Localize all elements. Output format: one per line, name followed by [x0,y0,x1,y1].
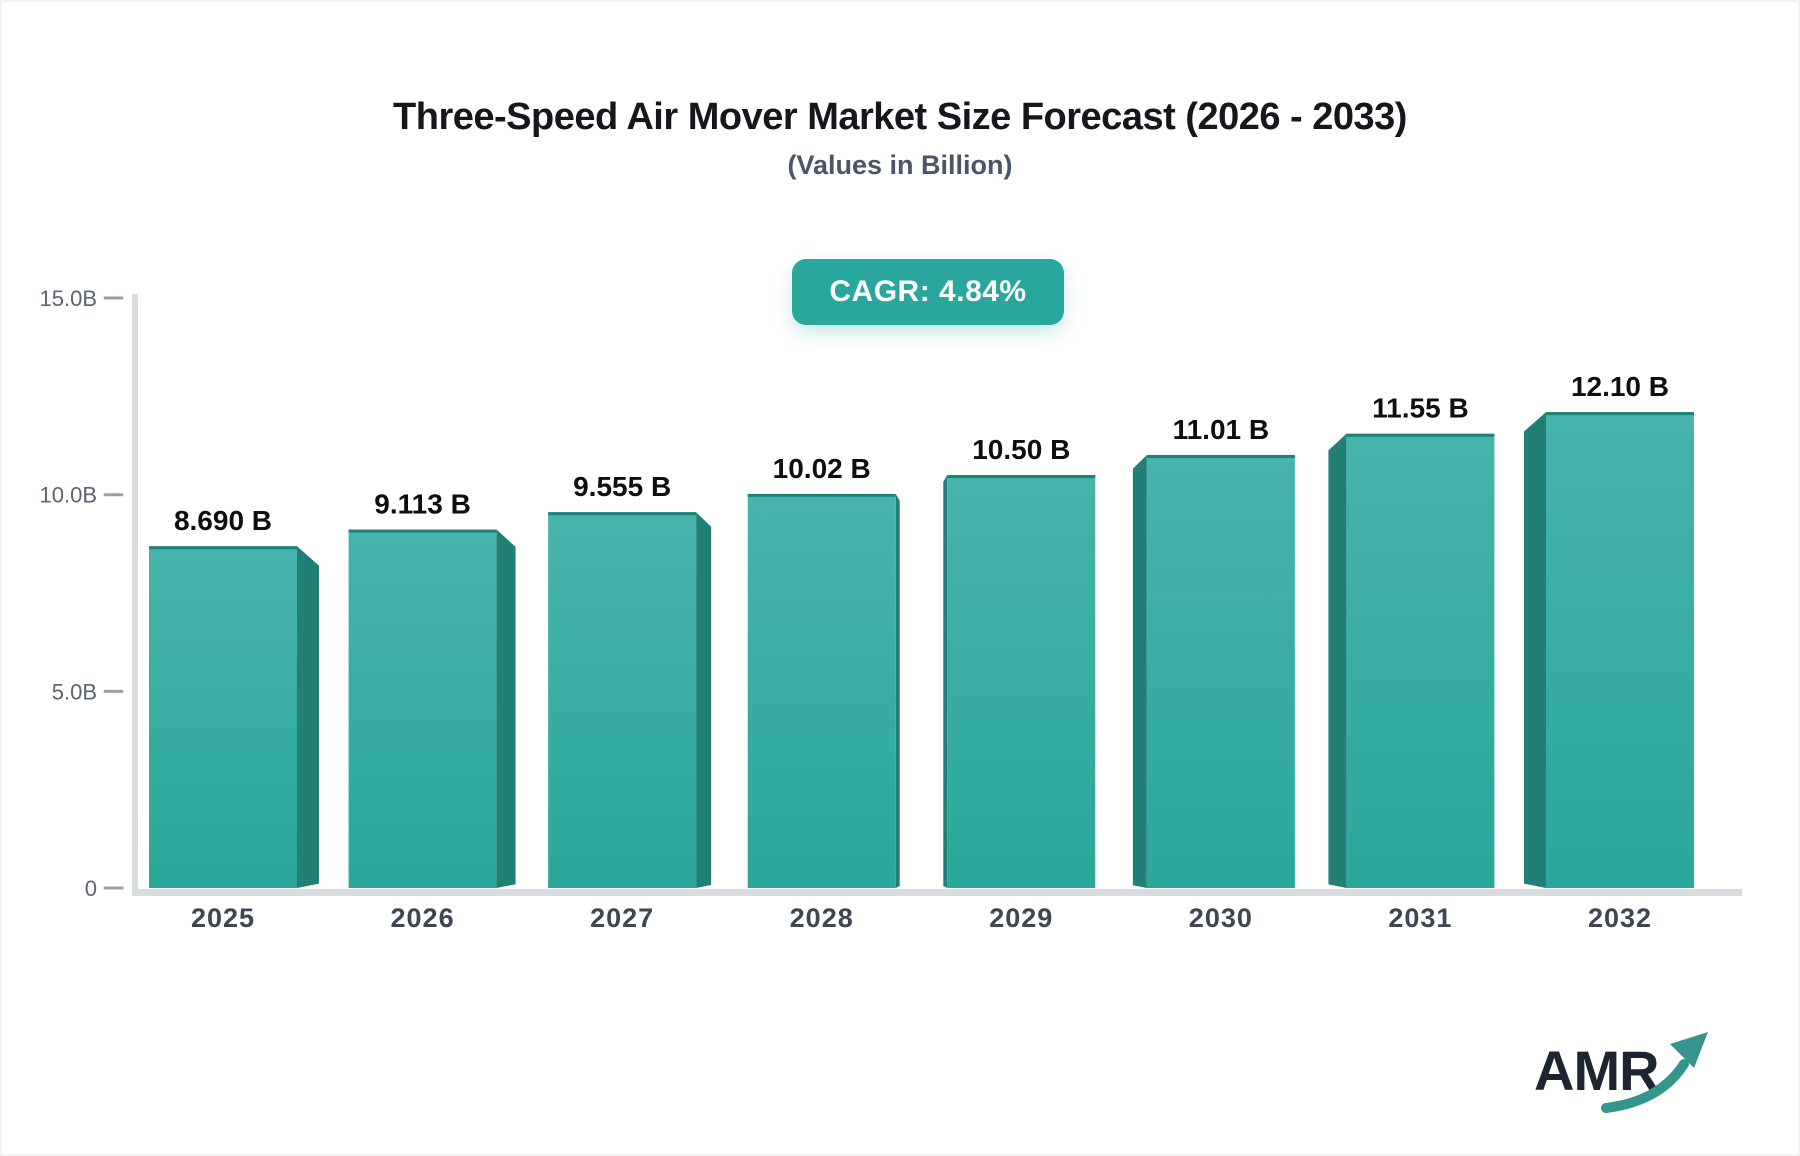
bar-2028 [747,493,896,888]
y-tick-label: 0 [85,876,97,901]
bar-2026 [348,529,497,888]
x-axis-label: 2030 [1189,903,1253,933]
bar-top-edge [747,493,896,497]
chart-subtitle: (Values in Billion) [787,150,1013,180]
chart-title: Three-Speed Air Mover Market Size Foreca… [393,96,1407,138]
bar-2029 [947,475,1096,888]
bar-side-face [496,529,516,888]
bar-2027 [548,512,697,888]
bar-top-edge [1545,412,1694,416]
bar-2032 [1545,412,1694,888]
bar-top-edge [149,546,297,550]
x-axis-label: 2026 [391,903,455,933]
x-axis-line [132,889,1742,896]
bar-2031 [1346,433,1495,888]
bar-top-edge [548,512,697,516]
x-axis-label: 2029 [989,903,1053,933]
bar-side-face [943,475,948,888]
y-tick-label: 10.0B [40,483,98,508]
amr-logo: AMR [1534,1024,1764,1134]
bar-2030 [1146,454,1295,888]
bar-value-label: 10.02 B [773,453,871,484]
bar-top-edge [348,529,497,533]
bar-value-label: 12.10 B [1571,371,1669,402]
x-axis-label: 2032 [1588,903,1652,933]
y-tick-label: 5.0B [52,679,97,704]
logo-arrow-icon [1601,1032,1708,1113]
bar-top-edge [1146,454,1295,458]
bar-side-face [895,493,900,888]
bar-side-face [1328,433,1347,888]
y-axis-line [132,294,138,896]
x-axis-label: 2028 [790,903,854,933]
bar-side-face [297,546,319,888]
x-axis-label: 2031 [1388,903,1452,933]
x-axis-label: 2025 [191,903,255,933]
bar-value-label: 11.01 B [1173,414,1270,445]
y-tick-label: 15.0B [40,286,98,311]
bar-top-edge [947,475,1096,479]
bar-2025 [149,546,297,888]
bar-value-label: 11.55 B [1372,393,1469,424]
bar-value-label: 8.690 B [174,505,272,536]
bar-value-label: 10.50 B [972,434,1070,465]
bar-side-face [696,512,712,888]
bar-side-face [1132,454,1147,888]
amr-logo-text: AMR [1534,1039,1660,1102]
cagr-badge: CAGR: 4.84% [792,259,1064,325]
bar-value-label: 9.555 B [573,471,671,502]
x-axis-label: 2027 [590,903,654,933]
bar-top-edge [1346,433,1495,437]
bar-side-face [1523,412,1546,888]
bar-value-label: 9.113 B [374,489,471,520]
